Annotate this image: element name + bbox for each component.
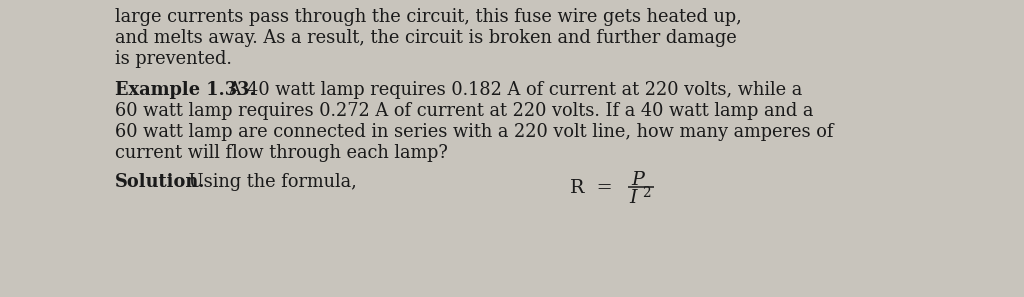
Text: and melts away. As a result, the circuit is broken and further damage: and melts away. As a result, the circuit… (115, 29, 736, 47)
Text: P: P (631, 171, 644, 189)
Text: 60 watt lamp are connected in series with a 220 volt line, how many amperes of: 60 watt lamp are connected in series wit… (115, 123, 834, 141)
Text: Example 1.33.: Example 1.33. (115, 81, 256, 99)
Text: is prevented.: is prevented. (115, 50, 231, 68)
Text: large currents pass through the circuit, this fuse wire gets heated up,: large currents pass through the circuit,… (115, 8, 741, 26)
Text: current will flow through each lamp?: current will flow through each lamp? (115, 144, 447, 162)
Text: 2: 2 (642, 186, 650, 200)
Text: Using the formula,: Using the formula, (183, 173, 356, 191)
Text: Solution.: Solution. (115, 173, 206, 191)
Text: A 40 watt lamp requires 0.182 A of current at 220 volts, while a: A 40 watt lamp requires 0.182 A of curre… (223, 81, 802, 99)
Text: I: I (629, 189, 637, 207)
Text: 60 watt lamp requires 0.272 A of current at 220 volts. If a 40 watt lamp and a: 60 watt lamp requires 0.272 A of current… (115, 102, 813, 120)
Text: R  =: R = (570, 179, 612, 197)
